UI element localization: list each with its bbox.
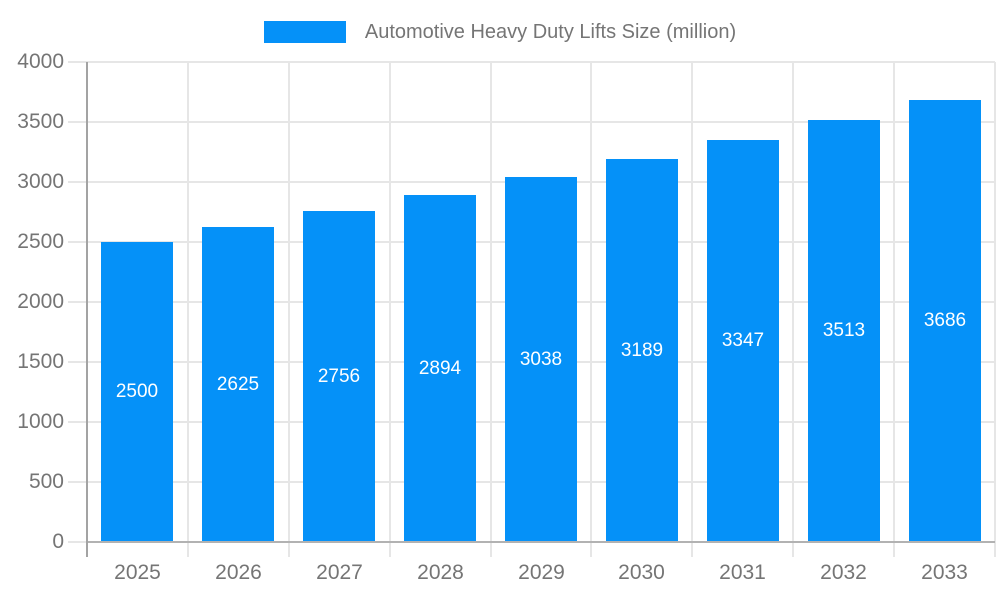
bar-value-label: 3686: [923, 310, 967, 331]
bar[interactable]: [505, 177, 577, 542]
v-gridline: [490, 62, 492, 542]
x-axis-tick: [288, 542, 290, 557]
y-axis-line: [86, 62, 88, 557]
y-axis-tick: [68, 181, 87, 183]
x-axis-label: 2030: [618, 561, 665, 584]
bar[interactable]: [303, 211, 375, 542]
y-axis-label: 2500: [17, 230, 64, 253]
bar-value-label: 3347: [721, 330, 765, 351]
x-axis-label: 2031: [719, 561, 766, 584]
y-axis-label: 4000: [17, 50, 64, 73]
bar[interactable]: [707, 140, 779, 542]
x-axis-tick: [893, 542, 895, 557]
y-axis-tick: [68, 61, 87, 63]
x-axis-tick: [590, 542, 592, 557]
y-axis-label: 1500: [17, 350, 64, 373]
y-axis-label: 3000: [17, 170, 64, 193]
v-gridline: [590, 62, 592, 542]
x-axis-label: 2033: [921, 561, 968, 584]
bar-value-label: 2625: [216, 374, 260, 395]
x-axis-baseline: [87, 541, 995, 543]
x-axis-label: 2028: [417, 561, 464, 584]
x-axis-label: 2026: [215, 561, 262, 584]
bar-value-label: 2894: [418, 358, 462, 379]
y-axis-label: 1000: [17, 410, 64, 433]
bar-value-label: 3513: [822, 320, 866, 341]
y-axis-tick: [68, 541, 87, 543]
bar-value-label: 2756: [317, 366, 361, 387]
x-axis-tick: [792, 542, 794, 557]
v-gridline: [691, 62, 693, 542]
y-axis-label: 0: [52, 530, 64, 553]
y-axis-tick: [68, 481, 87, 483]
x-axis-label: 2025: [114, 561, 161, 584]
legend-swatch-icon: [263, 21, 346, 43]
v-gridline: [187, 62, 189, 542]
h-gridline: [87, 61, 995, 63]
v-gridline: [288, 62, 290, 542]
x-axis-tick: [187, 542, 189, 557]
y-axis-label: 500: [28, 470, 64, 493]
legend[interactable]: Automotive Heavy Duty Lifts Size (millio…: [0, 19, 1000, 45]
y-axis-tick: [68, 421, 87, 423]
x-axis-tick: [389, 542, 391, 557]
bar-value-label: 3038: [519, 349, 563, 370]
y-axis-tick: [68, 301, 87, 303]
y-axis-tick: [68, 241, 87, 243]
y-axis-tick: [68, 121, 87, 123]
v-gridline: [893, 62, 895, 542]
bar[interactable]: [101, 242, 173, 542]
x-axis-tick: [994, 542, 996, 557]
bar[interactable]: [808, 120, 880, 542]
x-axis-tick: [691, 542, 693, 557]
h-gridline: [87, 121, 995, 123]
bar-value-label: 2500: [115, 381, 159, 402]
x-axis-label: 2027: [316, 561, 363, 584]
bar[interactable]: [909, 100, 981, 542]
y-axis-label: 2000: [17, 290, 64, 313]
v-gridline: [994, 62, 996, 542]
y-axis-tick: [68, 361, 87, 363]
x-axis-label: 2032: [820, 561, 867, 584]
y-axis-label: 3500: [17, 110, 64, 133]
bar[interactable]: [202, 227, 274, 542]
bar[interactable]: [606, 159, 678, 542]
v-gridline: [389, 62, 391, 542]
bar-value-label: 3189: [620, 340, 664, 361]
legend-label: Automotive Heavy Duty Lifts Size (millio…: [364, 20, 737, 43]
v-gridline: [792, 62, 794, 542]
x-axis-label: 2029: [518, 561, 565, 584]
bar[interactable]: [404, 195, 476, 542]
x-axis-tick: [490, 542, 492, 557]
